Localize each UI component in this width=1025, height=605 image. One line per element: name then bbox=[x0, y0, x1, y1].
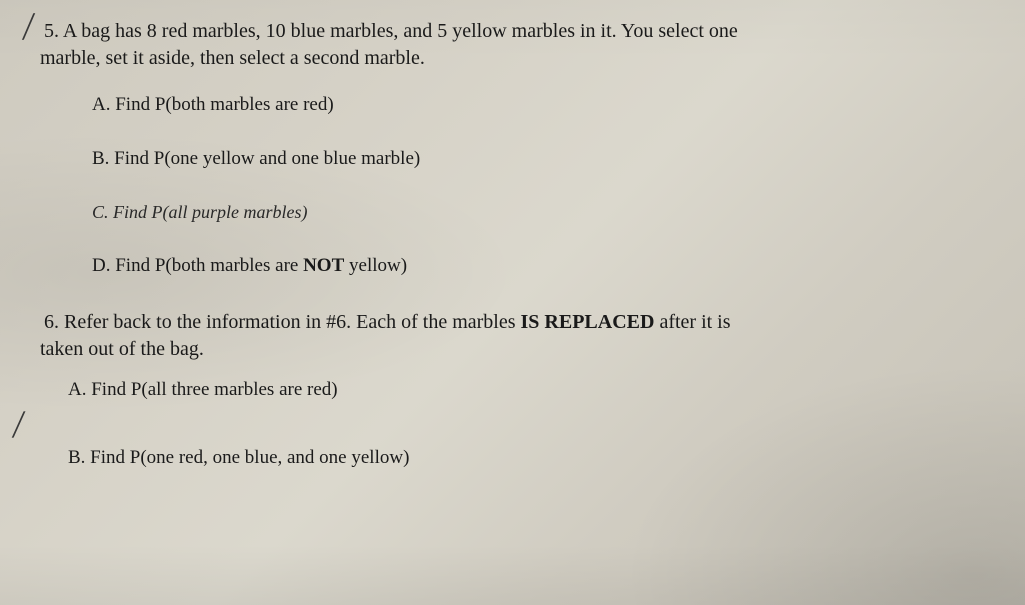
worksheet-page: 5. A bag has 8 red marbles, 10 blue marb… bbox=[0, 0, 1025, 525]
q6-stem: 6. Refer back to the information in #6. … bbox=[44, 309, 985, 363]
q6-stem-l1-bold: IS REPLACED bbox=[521, 311, 655, 333]
tick-mark-q6: ╱ bbox=[11, 412, 26, 439]
q6-stem-line2: taken out of the bag. bbox=[40, 336, 985, 363]
q5-d-pre: D. Find P(both marbles are bbox=[92, 255, 303, 276]
question-5: 5. A bag has 8 red marbles, 10 blue marb… bbox=[40, 18, 985, 277]
q5-choice-a: A. Find P(both marbles are red) bbox=[92, 94, 985, 116]
q5-stem: 5. A bag has 8 red marbles, 10 blue marb… bbox=[44, 18, 985, 72]
q5-choice-b: B. Find P(one yellow and one blue marble… bbox=[92, 148, 985, 170]
q5-stem-line2: marble, set it aside, then select a seco… bbox=[40, 45, 985, 72]
q6-choice-b: B. Find P(one red, one blue, and one yel… bbox=[68, 447, 985, 469]
q5-stem-line1: A bag has 8 red marbles, 10 blue marbles… bbox=[63, 20, 738, 42]
q5-choice-d: D. Find P(both marbles are NOT yellow) bbox=[92, 255, 985, 277]
question-6: 6. Refer back to the information in #6. … bbox=[40, 309, 985, 469]
q5-choices: A. Find P(both marbles are red) B. Find … bbox=[92, 94, 985, 277]
q6-number: 6. bbox=[44, 311, 59, 333]
q5-d-bold: NOT bbox=[303, 255, 344, 276]
q6-stem-l1-pre: Refer back to the information in #6. Eac… bbox=[64, 311, 521, 333]
q5-choice-c: C. Find P(all purple marbles) bbox=[92, 202, 985, 223]
q6-stem-l1-post: after it is bbox=[654, 311, 730, 333]
q6-choices: A. Find P(all three marbles are red) B. … bbox=[68, 379, 985, 469]
tick-mark-q5: ╱ bbox=[21, 14, 36, 41]
q5-d-post: yellow) bbox=[344, 255, 407, 276]
q6-choice-a: A. Find P(all three marbles are red) bbox=[68, 379, 985, 401]
q5-number: 5. bbox=[44, 20, 59, 42]
